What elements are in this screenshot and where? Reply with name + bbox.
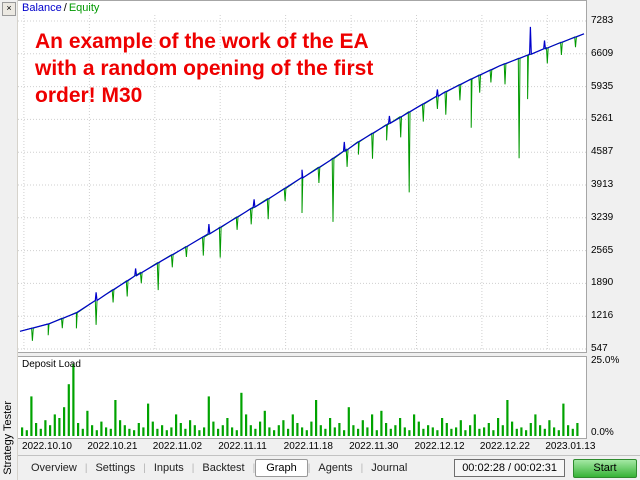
x-axis-label: 2022.12.22 [479, 441, 530, 452]
tab-separator: | [143, 462, 146, 474]
y-axis-label: 6609 [591, 47, 614, 59]
y-axis-labels: 7283 6609 5935 5261 4587 3913 3239 2565 1890 1216… [588, 0, 640, 354]
annotation-text: An example of the work of the EA with a r… [35, 28, 373, 109]
y-axis-label: 1216 [591, 310, 614, 322]
tab-overview[interactable]: Overview [31, 462, 77, 474]
tab-journal[interactable]: Journal [371, 462, 408, 474]
start-button[interactable]: Start [573, 458, 637, 478]
deposit-load-label: Deposit Load [22, 359, 81, 370]
sidebar: × Strategy Tester [0, 0, 18, 480]
tab-separator: | [360, 462, 364, 474]
deposit-load-panel: Deposit Load [17, 356, 587, 439]
chart-legend: Balance / Equity [22, 2, 99, 14]
x-axis-label: 2022.11.30 [349, 441, 399, 452]
balance-chart-panel: Balance / Equity An example of the work of… [17, 0, 587, 353]
x-axis-labels: 2022.10.10 2022.10.21 2022.11.02 2022.11.11… [17, 441, 595, 454]
tab-agents[interactable]: Agents [318, 462, 353, 474]
y-axis-label: 2565 [591, 244, 614, 256]
close-icon[interactable]: × [2, 2, 16, 16]
sidebar-title: Strategy Tester [2, 401, 14, 475]
y-axis-label: 5935 [591, 80, 614, 92]
timer-display: 00:02:28 / 00:02:31 [454, 459, 565, 477]
tab-separator: | [191, 462, 195, 474]
x-axis-label: 2022.11.11 [218, 441, 267, 452]
tab-backtest[interactable]: Backtest [202, 462, 245, 474]
x-axis-label: 2023.01.13 [545, 441, 596, 452]
balance-equity-chart [18, 1, 586, 352]
y-axis-label: 3239 [591, 211, 614, 223]
legend-equity: Equity [68, 2, 100, 14]
y-axis-label: 5261 [591, 113, 614, 125]
tab-bar-tabs: Overview | Settings | Inputs | Backtest | Graph |… [23, 459, 415, 477]
x-axis-label: 2022.12.12 [414, 441, 465, 452]
tab-inputs[interactable]: Inputs [153, 462, 184, 474]
legend-balance: Balance [22, 2, 62, 14]
tab-graph[interactable]: Graph [255, 459, 308, 477]
annotation-line: order! M30 [35, 84, 143, 107]
y-axis-label: 7283 [591, 15, 614, 26]
tab-separator: | [307, 462, 311, 474]
legend-separator: / [63, 2, 67, 14]
y-axis-label: 1890 [591, 277, 614, 289]
tab-separator: | [252, 462, 256, 474]
deposit-load-chart [18, 357, 586, 438]
y-axis-label: 4587 [591, 146, 614, 158]
tab-settings[interactable]: Settings [95, 462, 136, 474]
x-axis-label: 2022.10.21 [87, 441, 138, 452]
tab-separator: | [84, 462, 88, 474]
annotation-line: with a random opening of the first [35, 57, 374, 80]
tab-bar: Overview | Settings | Inputs | Backtest | Graph |… [17, 455, 640, 480]
x-axis-label: 2022.10.10 [21, 441, 72, 452]
y-axis-label: 547 [591, 343, 608, 354]
y-axis-label: 3913 [591, 179, 614, 190]
deposit-load-max-label: 25.0% [591, 355, 620, 366]
x-axis-label: 2022.11.18 [283, 441, 333, 452]
deposit-load-min-label: 0.0% [591, 427, 614, 438]
x-axis-label: 2022.11.02 [152, 441, 203, 452]
annotation-line: An example of the work of the EA [35, 30, 369, 53]
